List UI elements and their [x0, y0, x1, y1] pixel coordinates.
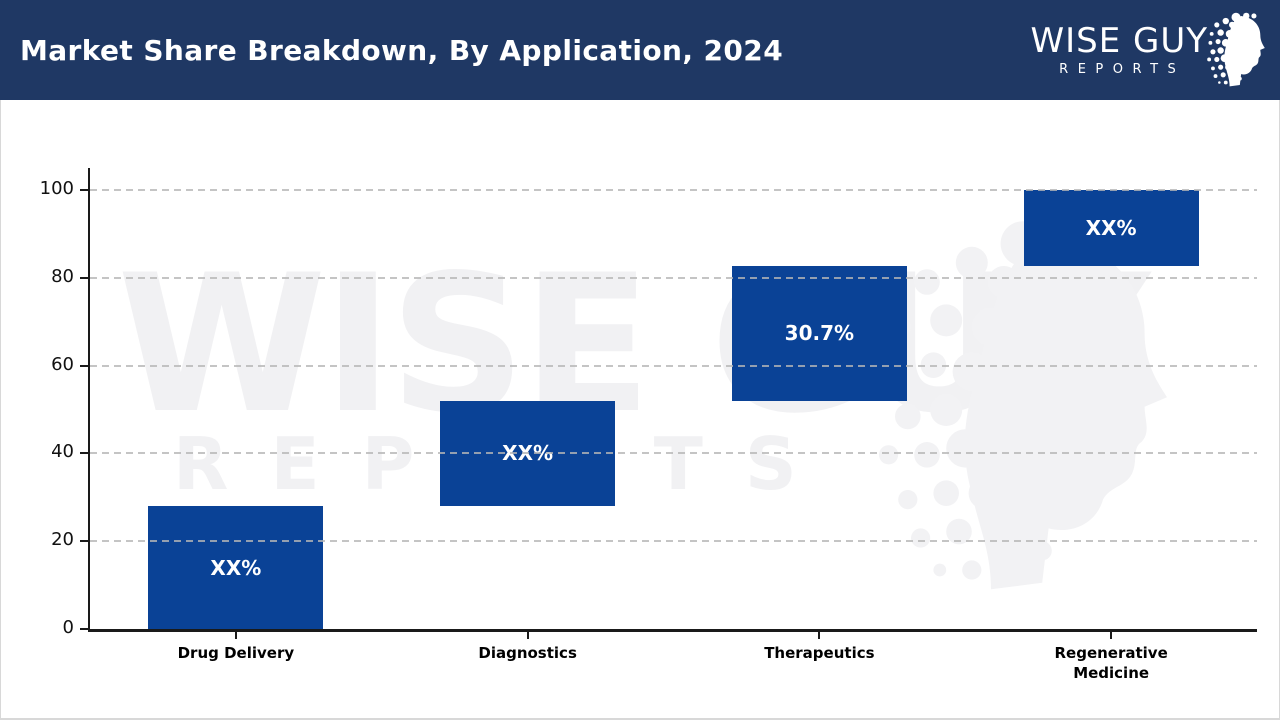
- gridline: [90, 364, 1257, 367]
- logo-subtext: REPORTS: [1059, 61, 1186, 77]
- y-tick-label: 40: [51, 441, 74, 463]
- bar-segment: 30.7%: [731, 265, 907, 401]
- y-tick-mark: [80, 628, 88, 630]
- x-tick-mark: [1110, 632, 1113, 639]
- plot: 0 20 40 60 80 100 XX% Drug Delivery XX% Diagnosti…: [1, 100, 1279, 718]
- category-label: Drug Delivery: [177, 644, 295, 662]
- y-tick-label: 100: [39, 178, 74, 199]
- gridline: [90, 452, 1257, 455]
- bar-value-label: XX%: [210, 555, 262, 580]
- y-tick-mark: [80, 276, 88, 279]
- logo-text: WISE GUY REPORTS: [1030, 24, 1208, 77]
- gridline: [90, 189, 1257, 191]
- y-tick-label: 80: [51, 265, 74, 287]
- wiseguy-face-icon: [1204, 12, 1268, 89]
- y-tick-mark: [80, 540, 88, 543]
- y-tick-mark: [80, 452, 88, 455]
- x-tick-mark: [234, 632, 237, 639]
- gridline: [90, 276, 1257, 279]
- x-tick-mark: [526, 632, 529, 639]
- logo-wordmark: WISE GUY: [1030, 20, 1208, 61]
- bar-value-label: XX%: [1085, 215, 1137, 240]
- y-tick-label: 0: [62, 617, 74, 638]
- bar-value-label: 30.7%: [784, 321, 855, 346]
- x-tick-mark: [818, 632, 821, 639]
- gridline: [90, 540, 1257, 543]
- y-tick-mark: [80, 189, 88, 191]
- y-tick-mark: [80, 364, 88, 367]
- bar-segment: XX%: [1023, 190, 1199, 266]
- category-label: Diagnostics: [478, 644, 577, 662]
- bar-segment: XX%: [148, 506, 324, 629]
- category-label: Therapeutics: [764, 644, 875, 662]
- page-title: Market Share Breakdown, By Application, …: [20, 33, 784, 67]
- x-axis-line: [88, 629, 1257, 632]
- category-label: Regenerative Medicine: [1054, 644, 1168, 683]
- y-tick-label: 20: [51, 529, 74, 551]
- y-tick-label: 60: [51, 353, 74, 375]
- y-axis-line: [88, 168, 90, 632]
- wiseguy-logo: WISE GUY REPORTS: [1030, 12, 1268, 89]
- header-bar: Market Share Breakdown, By Application, …: [0, 0, 1280, 100]
